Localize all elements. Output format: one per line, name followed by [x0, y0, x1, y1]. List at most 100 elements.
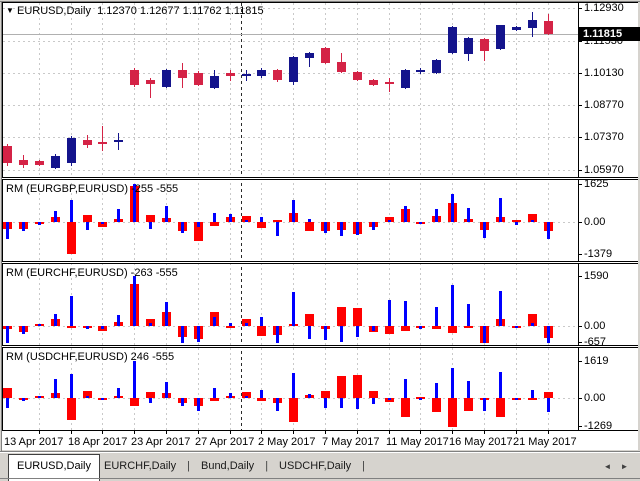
histogram-bar-blue: [372, 222, 375, 230]
histogram-bar-red: [289, 398, 298, 422]
time-label: 18 Apr 2017: [68, 436, 128, 448]
price-tick-label: 1.11530: [584, 35, 623, 47]
candle: [35, 161, 44, 165]
tab-usdchf-daily[interactable]: USDCHF,Daily: [279, 460, 352, 472]
price-scale-tick: [578, 41, 582, 42]
histogram-bar-blue: [435, 383, 438, 398]
histogram-bar-red: [464, 326, 473, 328]
pane-separator[interactable]: [2, 177, 638, 178]
time-axis-tick: [71, 431, 72, 434]
histogram-bar-red: [337, 307, 346, 326]
candle: [305, 53, 314, 58]
tab-bund-daily[interactable]: Bund,Daily: [200, 460, 255, 472]
histogram-bar-blue: [38, 396, 41, 398]
histogram-bar-blue: [292, 292, 295, 326]
indicator-scale-tick: [578, 276, 582, 277]
tab-scroll-right-button[interactable]: ►: [620, 462, 629, 471]
candle: [321, 48, 330, 63]
window-left-bevel: [1, 1, 2, 451]
histogram-bar-red: [98, 222, 107, 227]
candle: [146, 80, 155, 84]
chart-menu-icon[interactable]: ▼: [6, 6, 14, 15]
histogram-bar-red: [305, 314, 314, 326]
tab-eurchf-daily[interactable]: EURCHF,Daily: [104, 460, 177, 472]
histogram-bar-blue: [292, 200, 295, 222]
candle: [51, 156, 60, 168]
candle: [416, 70, 425, 72]
indicator-tick-label: 0.00: [584, 320, 606, 332]
indicator-tick-label: -657: [584, 336, 607, 348]
histogram-bar-blue: [276, 326, 279, 343]
price-scale-tick: [578, 105, 582, 106]
pane-separator[interactable]: [2, 261, 638, 262]
histogram-bar-red: [210, 222, 219, 226]
candle: [401, 70, 410, 88]
histogram-bar-blue: [388, 220, 391, 222]
candle-wick: [102, 126, 103, 151]
histogram-bar-blue: [451, 194, 454, 222]
histogram-bar-blue: [133, 361, 136, 398]
histogram-bar-blue: [22, 222, 25, 231]
histogram-bar-blue: [435, 209, 438, 222]
histogram-bar-blue: [499, 198, 502, 222]
vertical-gridline: [261, 3, 262, 430]
candle: [512, 27, 521, 30]
histogram-bar-blue: [292, 373, 295, 398]
histogram-bar-blue: [451, 285, 454, 326]
time-axis-tick: [102, 431, 103, 434]
price-tick-label: 1.05970: [584, 164, 624, 176]
histogram-bar-blue: [340, 222, 343, 236]
histogram-bar-blue: [324, 398, 327, 408]
histogram-bar-blue: [213, 213, 216, 222]
time-label: 16 May 2017: [449, 436, 513, 448]
histogram-bar-blue: [165, 302, 168, 326]
indicator-header-eurchf: RM (EURCHF,EURUSD) -263 -555: [6, 267, 178, 279]
histogram-bar-red: [321, 391, 330, 398]
histogram-bar-blue: [245, 323, 248, 326]
price-scale-tick: [578, 73, 582, 74]
histogram-bar-blue: [38, 324, 41, 326]
price-tick-label: 1.10130: [584, 67, 624, 79]
histogram-bar-blue: [245, 396, 248, 398]
price-tick-label: 1.12930: [584, 2, 624, 14]
price-scale-border: [578, 2, 579, 430]
histogram-bar-blue: [467, 208, 470, 222]
histogram-bar-blue: [229, 214, 232, 222]
histogram-bar-blue: [404, 301, 407, 326]
time-axis-tick: [548, 431, 549, 434]
vertical-gridline: [102, 3, 103, 430]
tab-eurusd-daily[interactable]: EURUSD,Daily: [8, 454, 100, 481]
candle: [226, 73, 235, 76]
histogram-bar-blue: [308, 326, 311, 339]
candle: [194, 73, 203, 85]
histogram-bar-red: [353, 308, 362, 326]
histogram-bar-blue: [181, 398, 184, 406]
time-label: 7 May 2017: [322, 436, 380, 448]
histogram-bar-blue: [149, 323, 152, 326]
inactive-tabs: EURCHF,Daily | Bund,Daily | USDCHF,Daily…: [104, 460, 365, 472]
time-label: 13 Apr 2017: [4, 436, 64, 448]
horizontal-gridline: [3, 137, 578, 138]
time-axis-tick: [134, 431, 135, 434]
histogram-bar-red: [353, 375, 362, 398]
histogram-bar-red: [67, 398, 76, 420]
histogram-bar-blue: [499, 372, 502, 398]
candle-wick: [309, 52, 310, 67]
histogram-bar-blue: [149, 398, 152, 403]
pane-separator: [2, 263, 638, 264]
histogram-bar-blue: [515, 326, 518, 328]
pane-separator[interactable]: [2, 345, 638, 346]
price-scale-tick: [578, 137, 582, 138]
histogram-bar-blue: [515, 398, 518, 400]
histogram-bar-blue: [54, 211, 57, 222]
candle: [67, 138, 76, 163]
window-bottom-bevel: [0, 478, 640, 479]
histogram-bar-blue: [117, 209, 120, 222]
histogram-bar-blue: [86, 396, 89, 398]
plot-border-top: [2, 2, 638, 3]
histogram-bar-blue: [101, 222, 104, 224]
tab-scroll-left-button[interactable]: ◄: [603, 462, 612, 471]
pane-separator: [2, 347, 638, 348]
histogram-bar-blue: [372, 398, 375, 404]
